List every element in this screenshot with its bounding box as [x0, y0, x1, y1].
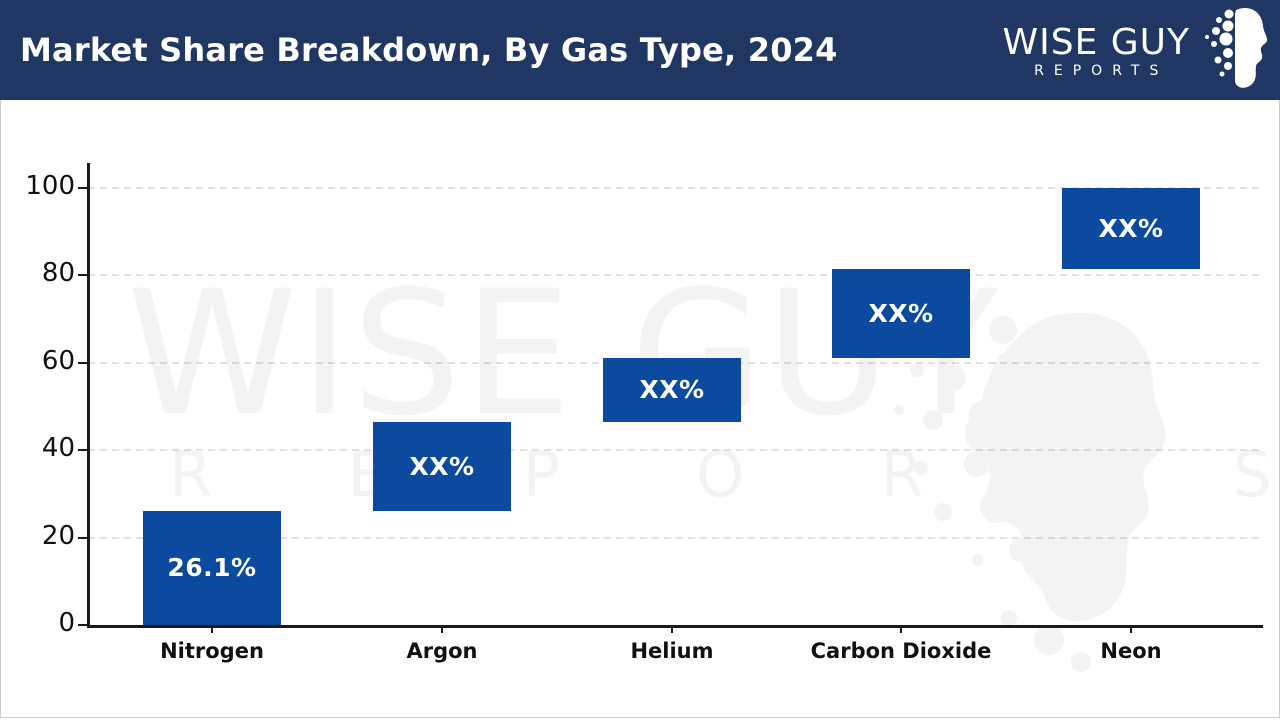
x-tick-mark-helium: [671, 625, 673, 633]
watermark-face-icon: [881, 220, 1191, 684]
y-tick-label-80: 80: [41, 258, 75, 288]
y-tick-label-20: 20: [41, 520, 75, 551]
x-tick-label-argon: Argon: [406, 639, 478, 663]
wiseguy-face-icon: [1192, 4, 1270, 98]
x-tick-mark-carbon-dioxide: [900, 625, 902, 633]
gridline-60: [88, 361, 1263, 364]
gridline-40: [88, 449, 1263, 451]
bar-value-label: XX%: [409, 451, 475, 481]
x-tick-label-nitrogen: Nitrogen: [160, 639, 264, 663]
y-tick-mark-20: [78, 536, 87, 539]
bar-helium: XX%: [603, 358, 741, 422]
gridline-20: [88, 536, 1263, 539]
bar-value-label: XX%: [639, 375, 705, 405]
x-tick-label-neon: Neon: [1100, 639, 1162, 663]
bar-nitrogen: 26.1%: [143, 510, 281, 625]
y-tick-mark-100: [78, 186, 87, 189]
y-tick-mark-60: [78, 361, 87, 364]
y-tick-label-100: 100: [25, 170, 75, 201]
bar-carbon-dioxide: XX%: [832, 269, 970, 359]
page-title: Market Share Breakdown, By Gas Type, 202…: [20, 31, 838, 69]
bar-argon: XX%: [373, 421, 511, 511]
header-bar: Market Share Breakdown, By Gas Type, 202…: [0, 0, 1280, 100]
chart-area: WISE GUY R E P O R T S 26.1% XX% XX%: [0, 100, 1280, 718]
bar-neon: XX%: [1062, 187, 1200, 270]
bar-value-label: 26.1%: [167, 553, 257, 583]
gridline-80: [88, 274, 1263, 276]
x-tick-mark-neon: [1130, 625, 1132, 633]
wiseguy-logo: WISE GUY REPORTS: [1003, 4, 1271, 98]
x-tick-mark-argon: [441, 625, 443, 633]
wiseguy-logo-text: WISE GUY REPORTS: [1003, 23, 1191, 79]
bar-value-label: XX%: [868, 299, 934, 329]
y-tick-label-0: 0: [58, 608, 75, 638]
y-tick-mark-40: [78, 449, 87, 451]
y-axis-spine: [87, 163, 90, 628]
bar-value-label: XX%: [1098, 213, 1164, 243]
logo-subtitle: REPORTS: [1034, 62, 1169, 79]
y-tick-mark-0: [78, 624, 87, 626]
y-tick-label-40: 40: [41, 433, 75, 463]
logo-wordmark: WISE GUY: [1002, 22, 1190, 64]
gridline-100: [88, 186, 1263, 189]
x-tick-label-carbon-dioxide: Carbon Dioxide: [810, 639, 992, 663]
y-tick-label-60: 60: [41, 345, 75, 376]
x-tick-label-helium: Helium: [630, 639, 714, 663]
x-axis-spine: [88, 625, 1263, 628]
x-tick-mark-nitrogen: [211, 625, 213, 633]
y-tick-mark-80: [78, 274, 87, 276]
